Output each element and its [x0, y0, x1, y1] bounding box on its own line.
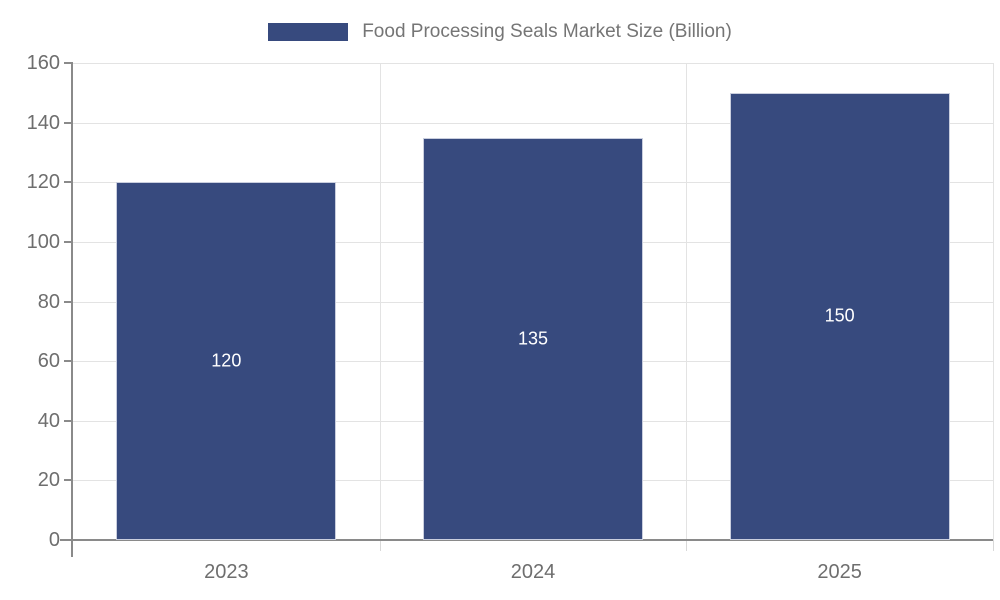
y-axis-tick — [64, 419, 73, 422]
y-axis-tick — [64, 121, 73, 124]
x-axis-category-label: 2025 — [817, 561, 862, 583]
y-axis-tick-label: 60 — [37, 350, 60, 373]
y-axis-tick — [64, 479, 73, 482]
bar-2023[interactable]: 120 — [116, 182, 337, 540]
x-axis-tick — [379, 540, 381, 551]
bar-2024[interactable]: 135 — [423, 137, 643, 540]
gridline-horizontal — [73, 122, 993, 124]
gridline-vertical — [686, 63, 688, 540]
y-axis-line — [71, 63, 73, 557]
y-axis-tick — [64, 240, 73, 243]
y-axis-tick-label: 40 — [37, 409, 60, 432]
x-axis-tick — [993, 540, 994, 551]
bar-2025[interactable]: 150 — [729, 92, 950, 540]
y-axis-tick-label: 120 — [26, 171, 60, 194]
legend-label: Food Processing Seals Market Size (Billi… — [362, 21, 732, 42]
x-axis-category-label: 2023 — [204, 561, 249, 583]
y-axis-tick-label: 160 — [26, 52, 60, 74]
y-axis-tick — [64, 360, 73, 363]
legend[interactable]: Food Processing Seals Market Size (Billi… — [0, 21, 1000, 43]
bar-value-label: 135 — [517, 328, 549, 349]
y-axis-tick — [64, 62, 73, 64]
x-axis-category-label: 2024 — [510, 561, 556, 583]
gridline-vertical — [993, 63, 994, 540]
y-axis-tick — [64, 181, 73, 184]
x-axis-tick — [686, 540, 688, 551]
bar-value-label: 150 — [824, 305, 855, 326]
bar-value-label: 120 — [211, 350, 242, 371]
y-axis-tick-label: 100 — [26, 230, 60, 253]
y-axis-tick-label: 140 — [26, 111, 60, 134]
gridline-vertical — [379, 63, 381, 540]
y-axis-tick-label: 20 — [37, 469, 60, 492]
gridline-horizontal — [73, 63, 993, 64]
y-axis-tick-label: 80 — [37, 290, 60, 313]
x-axis-line — [60, 539, 993, 541]
legend-swatch-icon — [268, 23, 349, 41]
y-axis-tick-label: 0 — [48, 529, 60, 551]
y-axis-tick — [64, 300, 73, 303]
